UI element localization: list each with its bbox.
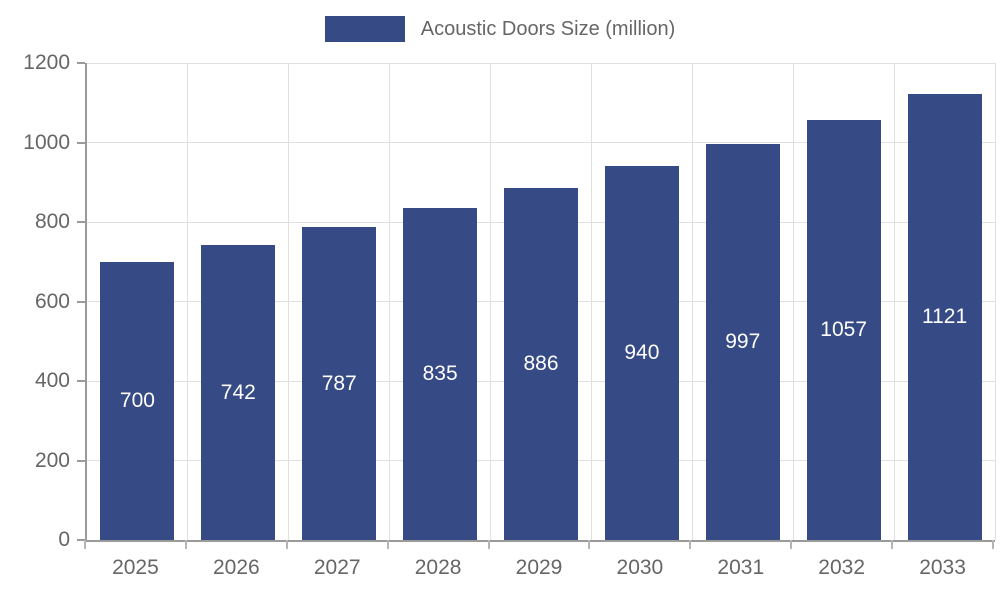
x-tick-label: 2028 [414, 556, 462, 579]
bar-2029[interactable]: 886 [504, 187, 578, 540]
plot-area: 700 742 787 835 886 940 997 1057 1121 [85, 62, 996, 542]
y-tick-label: 800 [34, 210, 70, 233]
bar-2028[interactable]: 835 [403, 208, 478, 540]
gridline-vertical [792, 63, 794, 540]
bar-2026[interactable]: 742 [201, 245, 276, 540]
x-tick-mark [487, 540, 490, 549]
legend-label: Acoustic Doors Size (million) [420, 17, 676, 40]
x-tick-mark [84, 540, 86, 549]
y-tick-mark [77, 300, 85, 303]
x-tick-label: 2033 [919, 556, 966, 579]
y-tick-mark [77, 221, 85, 223]
x-tick-mark [689, 540, 692, 549]
y-tick-mark [77, 62, 85, 64]
bar-value-label: 787 [321, 371, 357, 395]
x-tick-mark [184, 540, 187, 549]
bar-value-label: 886 [523, 351, 559, 375]
bar-value-label: 700 [119, 388, 155, 412]
gridline-vertical [389, 63, 391, 540]
bar-2030[interactable]: 940 [604, 166, 679, 540]
bar-value-label: 835 [422, 362, 458, 386]
x-tick-mark [588, 540, 591, 549]
x-tick-label: 2030 [616, 556, 664, 579]
x-tick-mark [285, 540, 288, 549]
y-tick-label: 0 [58, 528, 70, 551]
x-tick-label: 2032 [818, 556, 866, 579]
y-tick-label: 1200 [23, 51, 70, 74]
y-tick-label: 400 [34, 369, 70, 392]
gridline-vertical [893, 63, 895, 540]
legend-swatch [324, 16, 405, 42]
bar-value-label: 940 [624, 341, 660, 365]
bar-2027[interactable]: 787 [302, 227, 377, 540]
bar-2033[interactable]: 1121 [907, 94, 982, 540]
x-tick-mark [891, 540, 894, 549]
legend[interactable]: Acoustic Doors Size (million) [0, 16, 1000, 42]
x-tick-mark [790, 540, 793, 549]
y-tick-label: 600 [34, 289, 70, 313]
y-tick-mark [77, 380, 85, 382]
y-tick-label: 200 [34, 448, 70, 472]
gridline-vertical [994, 63, 996, 540]
bar-value-label: 742 [220, 380, 256, 404]
x-tick-label: 2029 [515, 556, 563, 579]
y-tick-mark [77, 141, 85, 144]
bar-value-label: 997 [725, 329, 761, 353]
y-tick-mark [77, 539, 85, 541]
gridline-vertical [490, 63, 492, 540]
gridline-vertical [288, 63, 290, 540]
x-tick-mark [386, 540, 389, 549]
x-tick-label: 2027 [313, 556, 361, 579]
gridline-horizontal [87, 142, 995, 143]
x-tick-label: 2031 [717, 556, 765, 579]
bar-value-label: 1121 [921, 305, 968, 329]
y-tick-mark [77, 459, 85, 462]
x-tick-mark [992, 540, 994, 549]
gridline-vertical [590, 63, 592, 540]
bar-value-label: 1057 [820, 317, 868, 341]
bar-2025[interactable]: 700 [100, 261, 175, 540]
gridline-horizontal [87, 62, 995, 64]
x-tick-label: 2025 [112, 556, 159, 579]
gridline-vertical [691, 63, 693, 540]
gridline-vertical [187, 63, 189, 540]
bar-2031[interactable]: 997 [705, 143, 780, 540]
bar-2032[interactable]: 1057 [806, 119, 881, 540]
y-tick-label: 1000 [23, 130, 70, 154]
x-tick-label: 2026 [212, 556, 260, 579]
